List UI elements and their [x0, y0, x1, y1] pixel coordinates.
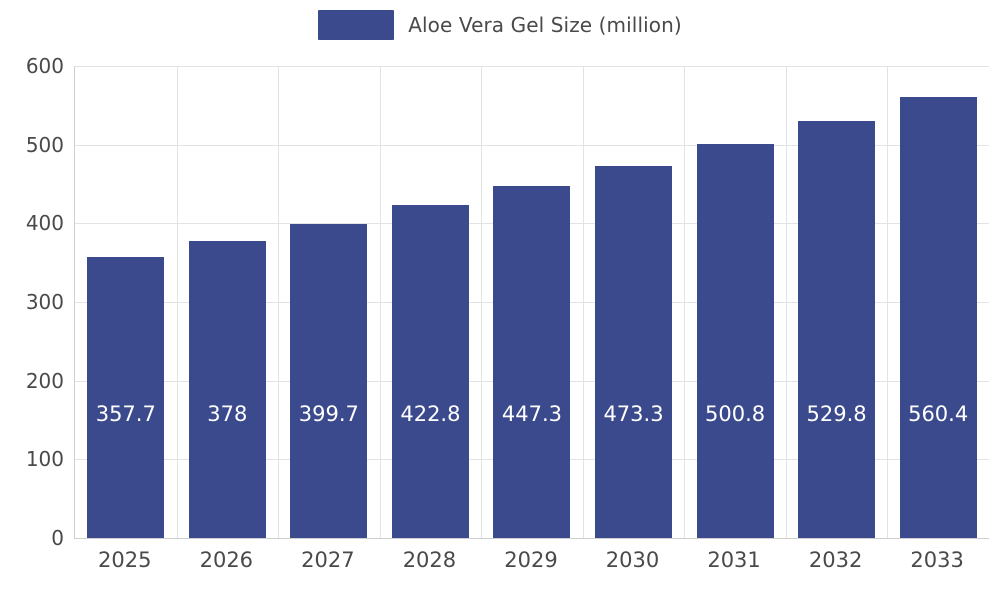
y-axis-tick-label: 500 — [25, 132, 64, 157]
bar-value-label: 560.4 — [908, 402, 969, 426]
bar-slot: 447.3 — [481, 66, 583, 538]
bar-slot: 357.7 — [75, 66, 177, 538]
vertical-gridline — [786, 66, 787, 538]
vertical-gridline — [684, 66, 685, 538]
bar-value-label: 529.8 — [806, 402, 867, 426]
bar-value-label: 500.8 — [704, 402, 766, 426]
y-axis-tick-label: 0 — [51, 526, 64, 550]
bar-slot: 399.7 — [278, 66, 380, 538]
bar-slot: 529.8 — [786, 66, 888, 538]
y-axis-tick-label: 300 — [25, 290, 64, 314]
bar-value-label: 357.7 — [95, 402, 156, 426]
legend-label-aloe-vera-gel-size: Aloe Vera Gel Size (million) — [408, 13, 682, 37]
bar-slot: 560.4 — [887, 66, 989, 538]
legend-swatch-aloe-vera-gel-size — [318, 10, 395, 40]
vertical-gridline — [583, 66, 584, 538]
y-axis-tick-label: 400 — [25, 211, 64, 236]
vertical-gridline — [177, 66, 178, 538]
bar-slot: 378 — [177, 66, 279, 538]
plot-area: 357.7 378 399.7 422.8 447.3 473.3 500.8 529.8 56… — [74, 66, 989, 539]
bar-value-label: 399.7 — [298, 402, 359, 426]
bar-value-label: 473.3 — [603, 402, 664, 426]
vertical-gridline — [380, 66, 381, 538]
bar[interactable]: 473.3 — [595, 165, 672, 538]
x-axis-tick-labels: 2025 2026 2027 2028 2029 2030 2031 2032 2033 — [74, 548, 988, 572]
bar[interactable]: 500.8 — [696, 144, 774, 538]
bar[interactable]: 399.7 — [290, 223, 368, 538]
bar-slot: 500.8 — [684, 66, 786, 538]
bar-slot: 422.8 — [380, 66, 482, 538]
bar-series-aloe-vera-gel-size: 357.7 378 399.7 422.8 447.3 473.3 500.8 529.8 56… — [75, 66, 989, 538]
bar[interactable]: 357.7 — [87, 256, 165, 538]
bar-value-label: 378 — [207, 402, 248, 426]
bar-value-label: 422.8 — [400, 402, 461, 426]
x-axis-tick-label: 2032 — [808, 548, 863, 572]
x-axis-tick-label: 2028 — [402, 548, 457, 572]
x-axis-tick-label: 2033 — [910, 548, 964, 572]
bar[interactable]: 422.8 — [391, 205, 469, 538]
y-axis-tick-label: 100 — [25, 447, 64, 472]
chart-legend: Aloe Vera Gel Size (million) — [0, 10, 1000, 40]
gridline — [75, 66, 989, 67]
gridline — [75, 144, 989, 146]
vertical-gridline — [278, 66, 279, 538]
x-axis-tick-label: 2029 — [504, 548, 558, 572]
bar-slot: 473.3 — [583, 66, 685, 538]
x-axis-tick-label: 2027 — [301, 548, 355, 572]
bar[interactable]: 560.4 — [899, 97, 977, 538]
x-axis-tick-label: 2030 — [605, 548, 660, 572]
y-axis-tick-label: 200 — [25, 368, 64, 393]
bar[interactable]: 378 — [188, 240, 266, 538]
x-axis-tick-label: 2031 — [707, 548, 761, 572]
x-axis-tick-label: 2026 — [199, 548, 254, 572]
bar[interactable]: 529.8 — [798, 121, 876, 538]
bar[interactable]: 447.3 — [493, 186, 571, 538]
y-axis-tick-label: 600 — [25, 54, 64, 78]
vertical-gridline — [887, 66, 888, 538]
x-axis-tick-label: 2025 — [98, 548, 152, 572]
vertical-gridline — [481, 66, 482, 538]
bar-value-label: 447.3 — [501, 402, 563, 426]
